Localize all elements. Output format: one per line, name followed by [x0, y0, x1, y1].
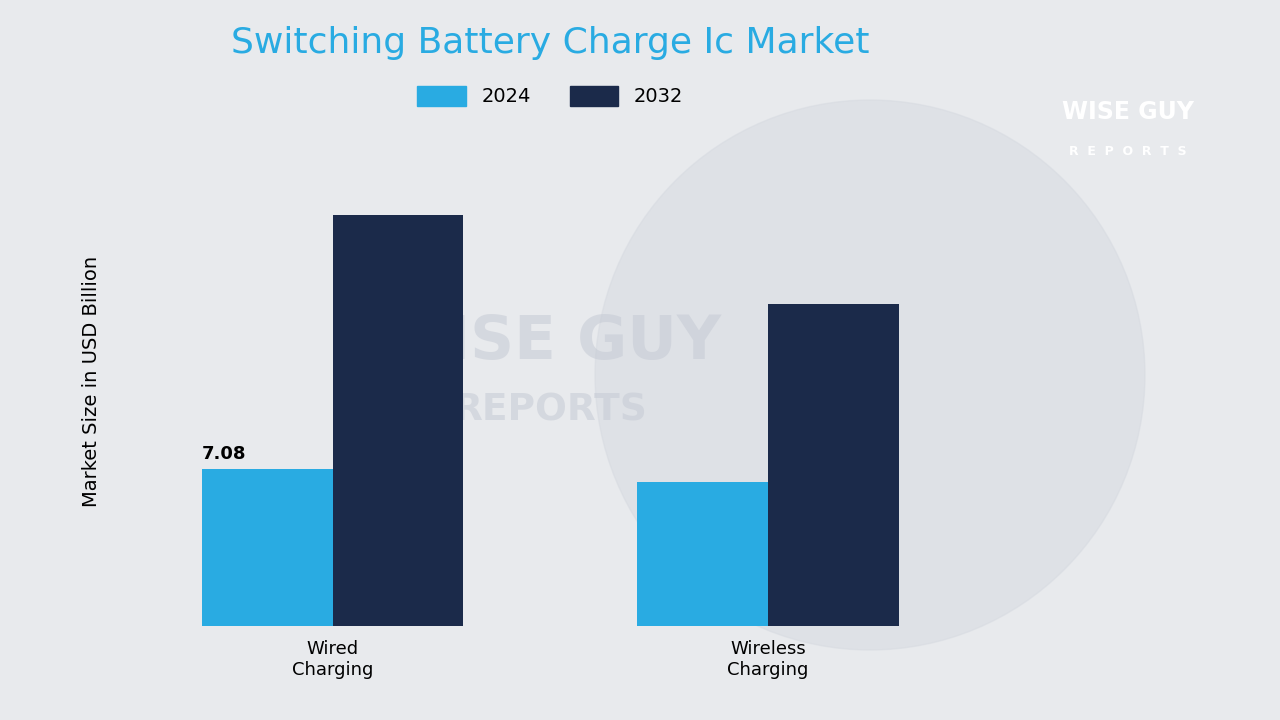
Circle shape	[595, 100, 1146, 650]
Bar	[637, 482, 768, 626]
Text: Switching Battery Charge Ic Market: Switching Battery Charge Ic Market	[232, 26, 869, 60]
Text: WISE GUY: WISE GUY	[1062, 99, 1194, 124]
Text: REPORTS: REPORTS	[453, 393, 648, 429]
Bar	[333, 215, 463, 626]
Legend: 2024, 2032: 2024, 2032	[410, 78, 691, 114]
Bar	[202, 469, 333, 626]
Text: R  E  P  O  R  T  S: R E P O R T S	[1069, 145, 1187, 158]
Y-axis label: Market Size in USD Billion: Market Size in USD Billion	[82, 256, 101, 507]
Text: 7.08: 7.08	[201, 445, 246, 463]
Text: WISE GUY: WISE GUY	[380, 313, 721, 372]
Bar	[768, 304, 899, 626]
